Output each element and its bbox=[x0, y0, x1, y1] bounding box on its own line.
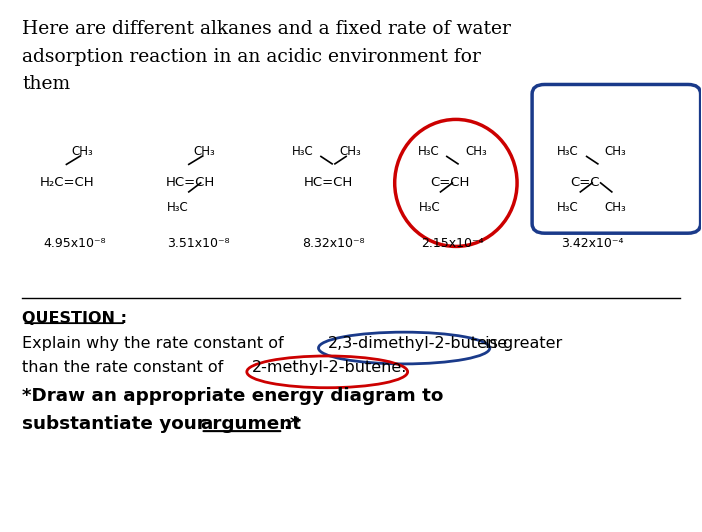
Text: H₃C: H₃C bbox=[291, 145, 313, 157]
Text: 2-methyl-2-butene.: 2-methyl-2-butene. bbox=[252, 360, 407, 375]
Text: Here are different alkanes and a fixed rate of water: Here are different alkanes and a fixed r… bbox=[22, 20, 511, 38]
Text: CH₃: CH₃ bbox=[339, 145, 361, 157]
Text: them: them bbox=[22, 76, 70, 94]
Text: H₂C=CH: H₂C=CH bbox=[40, 176, 95, 189]
Text: than the rate constant of: than the rate constant of bbox=[22, 360, 229, 375]
Text: is greater: is greater bbox=[480, 336, 562, 352]
Text: H₃C: H₃C bbox=[419, 201, 441, 214]
Text: 2.15x10⁻⁴: 2.15x10⁻⁴ bbox=[421, 237, 484, 250]
Text: CH₃: CH₃ bbox=[194, 145, 216, 157]
Text: 3.42x10⁻⁴: 3.42x10⁻⁴ bbox=[561, 237, 623, 250]
Text: H₃C: H₃C bbox=[167, 201, 189, 214]
Text: adsorption reaction in an acidic environment for: adsorption reaction in an acidic environ… bbox=[22, 48, 482, 66]
Text: argument: argument bbox=[201, 415, 302, 433]
Text: CH₃: CH₃ bbox=[465, 145, 486, 157]
Text: HC=CH: HC=CH bbox=[166, 176, 215, 189]
Text: HC=CH: HC=CH bbox=[304, 176, 353, 189]
Text: C=CH: C=CH bbox=[430, 176, 470, 189]
Text: C=C: C=C bbox=[570, 176, 600, 189]
Text: H₃C: H₃C bbox=[557, 201, 579, 214]
Text: 4.95x10⁻⁸: 4.95x10⁻⁸ bbox=[44, 237, 106, 250]
Text: CH₃: CH₃ bbox=[605, 145, 627, 157]
Text: Explain why the rate constant of: Explain why the rate constant of bbox=[22, 336, 289, 352]
Text: 3.51x10⁻⁸: 3.51x10⁻⁸ bbox=[167, 237, 230, 250]
Text: CH₃: CH₃ bbox=[605, 201, 627, 214]
Text: CH₃: CH₃ bbox=[72, 145, 93, 157]
Text: 8.32x10⁻⁸: 8.32x10⁻⁸ bbox=[302, 237, 364, 250]
Text: H₃C: H₃C bbox=[557, 145, 579, 157]
Text: *Draw an appropriate energy diagram to: *Draw an appropriate energy diagram to bbox=[22, 387, 444, 405]
Text: QUESTION :: QUESTION : bbox=[22, 311, 127, 326]
Text: .*: .* bbox=[283, 415, 300, 433]
Text: 2,3-dimethyl-2-butene: 2,3-dimethyl-2-butene bbox=[328, 336, 508, 352]
Text: H₃C: H₃C bbox=[418, 145, 439, 157]
Text: substantiate your: substantiate your bbox=[22, 415, 213, 433]
